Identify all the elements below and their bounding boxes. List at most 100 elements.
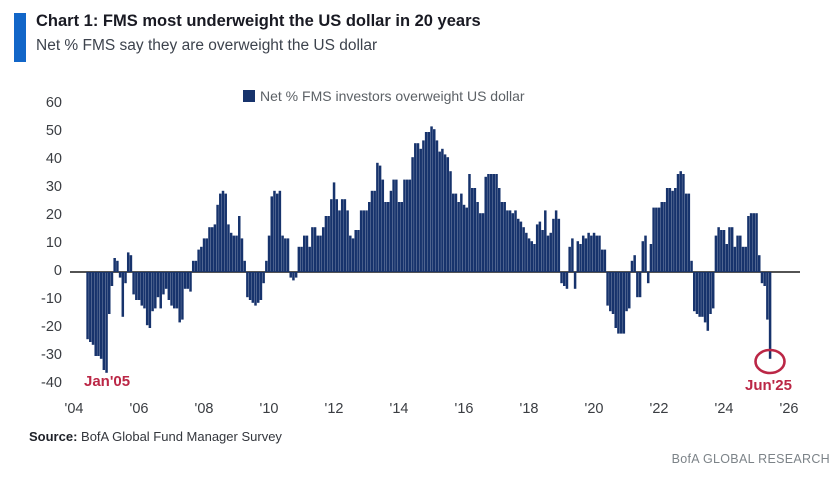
bar [216, 204, 219, 272]
bar [86, 272, 89, 340]
bar [698, 272, 701, 317]
bar [706, 272, 710, 331]
bar [210, 227, 214, 272]
bar [297, 246, 301, 272]
bar [682, 174, 685, 272]
bar [411, 157, 414, 272]
bar [346, 210, 349, 272]
bar [758, 255, 761, 272]
bar [714, 235, 718, 272]
y-tick-label: 50 [45, 123, 62, 139]
bar [525, 232, 528, 272]
bar [552, 218, 555, 272]
chart-subtitle: Net % FMS say they are overweight the US… [36, 37, 378, 54]
bar [173, 272, 176, 309]
bar [286, 238, 290, 272]
annotation-jun25: Jun'25 [745, 377, 792, 394]
bar [530, 241, 534, 272]
bar [181, 272, 184, 320]
legend: Net % FMS investors overweight US dollar [243, 88, 525, 104]
bar [768, 272, 772, 359]
bar [638, 272, 642, 298]
bar [606, 272, 609, 306]
bar [175, 272, 179, 309]
bar [549, 232, 552, 272]
bar [565, 272, 569, 289]
bar [259, 272, 263, 300]
bar [243, 260, 246, 272]
bar [636, 272, 639, 298]
bar [749, 213, 753, 272]
bar [178, 272, 181, 323]
bar [313, 227, 317, 272]
source-text: BofA Global Fund Manager Survey [81, 429, 282, 444]
bar [400, 202, 404, 272]
bar [140, 272, 144, 306]
bar [760, 272, 764, 284]
bar [473, 188, 477, 272]
bar [349, 235, 352, 272]
bar [487, 174, 490, 272]
bar [460, 193, 463, 272]
bar [581, 235, 585, 272]
bar [116, 260, 119, 272]
bar [470, 188, 474, 272]
bar [660, 202, 664, 272]
bar [625, 272, 628, 312]
bar [126, 252, 130, 272]
bar [118, 272, 122, 278]
bar [741, 246, 745, 272]
bar [273, 190, 276, 272]
y-tick-label: -30 [41, 347, 62, 363]
bar [151, 272, 154, 312]
y-tick-label: 10 [45, 235, 62, 251]
bar [479, 213, 482, 272]
bar [684, 193, 688, 272]
bar [435, 140, 439, 272]
bar [327, 216, 330, 272]
bar [652, 207, 655, 272]
bar [763, 272, 766, 286]
bar [235, 235, 238, 272]
bar [154, 272, 157, 309]
bar [251, 272, 255, 303]
bar [609, 272, 612, 312]
bar [284, 238, 287, 272]
bar [476, 202, 479, 272]
bar [357, 230, 360, 272]
y-tick-label: -20 [41, 319, 62, 335]
x-tick-label: '04 [64, 401, 84, 417]
bar [414, 143, 417, 272]
bar [213, 224, 217, 272]
annotation-jan05: Jan'05 [84, 373, 131, 390]
bar [186, 272, 190, 289]
bar [121, 272, 125, 317]
y-tick-label: 0 [53, 263, 62, 279]
bar [619, 272, 623, 334]
bar [294, 272, 298, 278]
bar [338, 210, 341, 272]
bar [246, 272, 249, 298]
bar [571, 238, 574, 272]
bar [256, 272, 260, 303]
bar [573, 272, 577, 289]
bar [511, 213, 515, 272]
bar [644, 235, 647, 272]
bar [376, 162, 379, 272]
bar [747, 216, 750, 272]
bar [722, 230, 726, 272]
bar [324, 216, 328, 272]
bar [711, 272, 715, 309]
bar [275, 193, 279, 272]
bar [500, 202, 504, 272]
bar [319, 235, 322, 272]
bar [386, 202, 390, 272]
bar [579, 244, 582, 272]
bar [663, 202, 666, 272]
x-tick-label: '10 [259, 401, 279, 417]
bar [489, 174, 493, 272]
bar [395, 179, 398, 272]
bar [240, 238, 244, 272]
bar [381, 179, 385, 272]
bar [340, 199, 344, 272]
